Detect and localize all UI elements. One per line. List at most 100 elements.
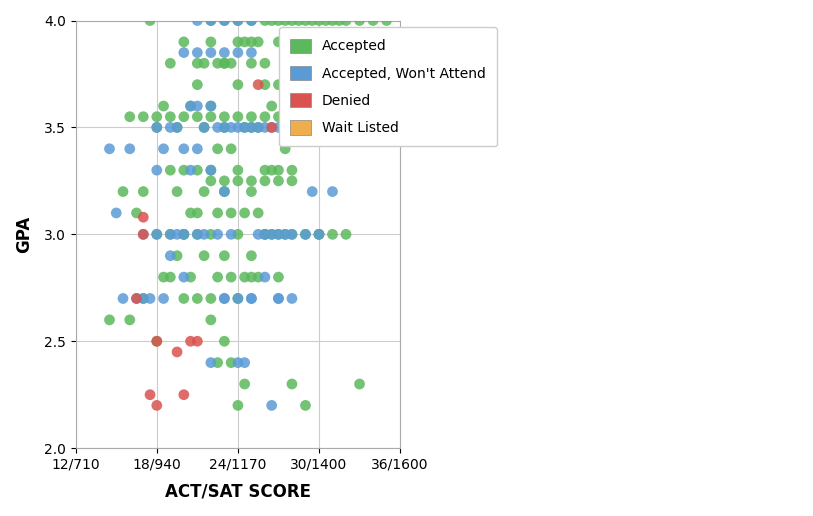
Point: [238, 273, 251, 281]
Point: [211, 209, 224, 217]
Point: [367, 17, 380, 25]
Point: [191, 144, 204, 153]
Point: [198, 187, 211, 196]
Point: [232, 17, 245, 25]
Point: [177, 294, 190, 302]
Point: [191, 49, 204, 57]
Point: [204, 166, 217, 174]
Point: [259, 230, 272, 238]
Point: [218, 59, 231, 68]
Point: [272, 273, 285, 281]
Point: [137, 213, 150, 221]
Point: [150, 123, 163, 132]
Point: [150, 337, 163, 345]
Point: [177, 49, 190, 57]
Point: [285, 380, 298, 388]
Point: [265, 17, 278, 25]
Point: [285, 230, 298, 238]
Point: [285, 166, 298, 174]
Point: [218, 337, 231, 345]
Point: [150, 401, 163, 410]
Point: [238, 123, 251, 132]
Point: [103, 316, 116, 324]
Point: [353, 380, 366, 388]
Point: [252, 230, 265, 238]
Point: [204, 38, 217, 46]
Point: [340, 230, 353, 238]
Point: [265, 230, 278, 238]
Point: [306, 187, 319, 196]
Point: [137, 294, 150, 302]
Point: [232, 294, 245, 302]
Point: [232, 38, 245, 46]
Point: [360, 91, 373, 100]
Point: [177, 273, 190, 281]
Point: [299, 17, 312, 25]
Point: [232, 17, 245, 25]
Point: [224, 123, 237, 132]
Point: [259, 230, 272, 238]
Point: [320, 17, 333, 25]
Point: [272, 294, 285, 302]
Point: [184, 209, 197, 217]
Point: [292, 123, 305, 132]
Y-axis label: GPA: GPA: [15, 216, 33, 253]
Point: [326, 17, 339, 25]
Point: [184, 102, 197, 110]
Point: [320, 123, 333, 132]
Point: [137, 230, 150, 238]
Point: [312, 17, 325, 25]
Point: [380, 17, 393, 25]
Point: [245, 252, 258, 260]
Point: [232, 230, 245, 238]
Point: [130, 209, 143, 217]
Point: [110, 209, 123, 217]
Point: [191, 59, 204, 68]
Point: [124, 316, 137, 324]
Point: [211, 359, 224, 367]
Point: [211, 123, 224, 132]
Point: [326, 123, 339, 132]
Point: [238, 123, 251, 132]
Point: [252, 209, 265, 217]
Point: [259, 123, 272, 132]
Point: [238, 359, 251, 367]
Point: [218, 123, 231, 132]
Point: [204, 359, 217, 367]
Point: [163, 252, 176, 260]
Point: [279, 17, 292, 25]
Point: [184, 166, 197, 174]
Point: [292, 17, 305, 25]
Point: [191, 17, 204, 25]
Point: [150, 230, 163, 238]
Point: [272, 166, 285, 174]
Point: [177, 391, 190, 399]
Point: [191, 102, 204, 110]
Point: [245, 294, 258, 302]
Point: [312, 59, 325, 68]
Point: [157, 102, 170, 110]
Point: [177, 230, 190, 238]
Point: [150, 166, 163, 174]
Point: [238, 380, 251, 388]
Point: [204, 17, 217, 25]
Point: [198, 59, 211, 68]
Point: [150, 230, 163, 238]
Point: [171, 252, 184, 260]
Point: [163, 166, 176, 174]
Point: [224, 359, 237, 367]
Point: [177, 166, 190, 174]
Point: [116, 187, 129, 196]
Point: [306, 123, 319, 132]
Point: [177, 230, 190, 238]
Point: [245, 112, 258, 121]
Point: [163, 273, 176, 281]
Point: [312, 230, 325, 238]
Point: [171, 230, 184, 238]
Point: [198, 252, 211, 260]
Point: [218, 187, 231, 196]
Point: [285, 177, 298, 185]
Point: [232, 294, 245, 302]
Point: [340, 17, 353, 25]
Point: [252, 80, 265, 89]
